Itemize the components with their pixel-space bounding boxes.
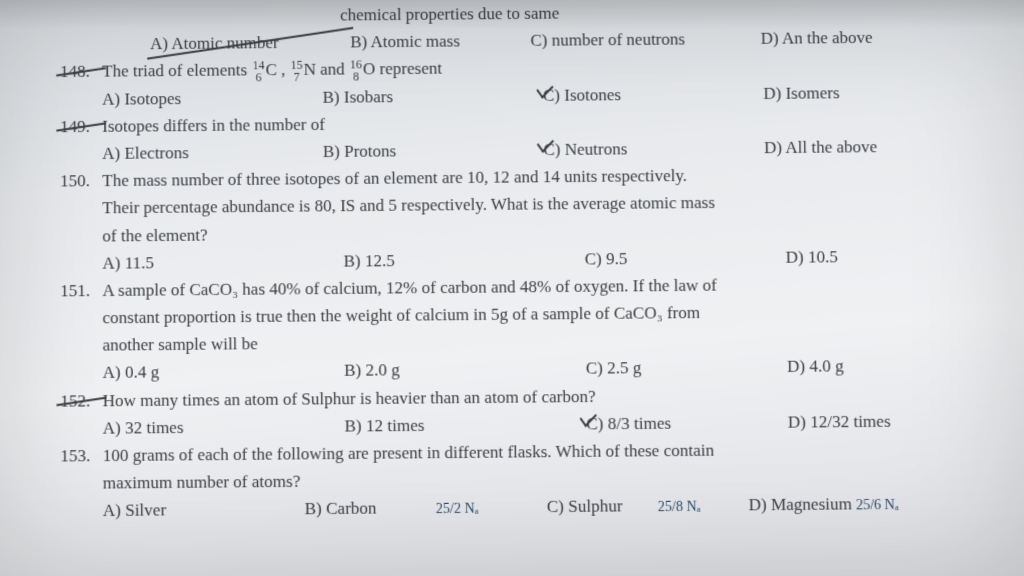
q151-optC: C) 2.5 g xyxy=(586,353,788,382)
q150-num: 150. xyxy=(60,167,102,195)
q152-optD: D) 12/32 times xyxy=(788,407,891,435)
q150-optA: A) 11.5 xyxy=(102,247,343,277)
hand-annot-3: 25/6 Nₐ xyxy=(856,495,899,518)
o16: 168 xyxy=(350,59,362,83)
q153-text2: maximum number of atoms? xyxy=(103,468,301,497)
q153-optC: C) Sulphur xyxy=(547,492,658,521)
q148-optB: B) Isobars xyxy=(322,81,543,110)
q152-num: 152. xyxy=(60,387,102,415)
q151-optD: D) 4.0 g xyxy=(787,353,844,381)
q152-optA: A) 32 times xyxy=(103,412,345,442)
q150-text3: of the element? xyxy=(102,221,207,249)
q151-optB: B) 2.0 g xyxy=(344,355,586,385)
q152-text: How many times an atom of Sulphur is hea… xyxy=(103,382,596,414)
hand-annot-1: 25/2 Nₐ xyxy=(436,498,547,522)
q149-num: 149. xyxy=(60,113,102,141)
q148-optD: D) Isomers xyxy=(763,79,840,107)
opt-atomic-mass: B) Atomic mass xyxy=(350,27,530,56)
q148-text: The triad of elements 146C , 157N and 16… xyxy=(102,55,442,85)
q152-optB: B) 12 times xyxy=(344,410,586,440)
q152-optC: C) 8/3 times xyxy=(586,408,788,437)
q151-num: 151. xyxy=(60,277,102,305)
n15: 157 xyxy=(291,59,303,83)
q153-text1: 100 grams of each of the following are p… xyxy=(103,436,715,469)
q149-optD: D) All the above xyxy=(764,133,878,161)
q148-optA: A) Isotopes xyxy=(102,83,323,112)
q150-optD: D) 10.5 xyxy=(785,243,838,271)
opt-atomic-number: A) Atomic number xyxy=(150,29,350,58)
opt-an-above: D) An the above xyxy=(760,24,872,52)
q148-num: 148. xyxy=(60,58,102,86)
q150-text2: Their percentage abundance is 80, IS and… xyxy=(102,189,715,222)
q153-optA: A) Silver xyxy=(103,495,305,524)
q153-optB: B) Carbon xyxy=(305,494,436,523)
q150-optB: B) 12.5 xyxy=(343,245,584,275)
q149-text: Isotopes differs in the number of xyxy=(102,111,325,140)
q153-num: 153. xyxy=(60,442,102,470)
q149-optA: A) Electrons xyxy=(102,138,323,167)
q149-optC: C) Neutrons xyxy=(543,134,764,163)
q149-optB: B) Protons xyxy=(323,136,544,165)
q151-text2: constant proportion is true then the wei… xyxy=(102,299,700,332)
exam-page: chemical properties due to same A) Atomi… xyxy=(0,0,1024,546)
hand-annot-2: 25/8 Nₐ xyxy=(658,496,749,520)
q153-optD: D) Magnesium xyxy=(748,490,852,519)
q148-optC: C) Isotones xyxy=(543,79,764,108)
q151-optA: A) 0.4 g xyxy=(103,357,345,387)
header-fragment: chemical properties due to same xyxy=(340,0,559,29)
opt-neutrons: C) number of neutrons xyxy=(530,25,760,54)
q151-text3: another sample will be xyxy=(103,330,258,359)
c14: 146 xyxy=(252,60,264,84)
q150-optC: C) 9.5 xyxy=(585,243,786,272)
